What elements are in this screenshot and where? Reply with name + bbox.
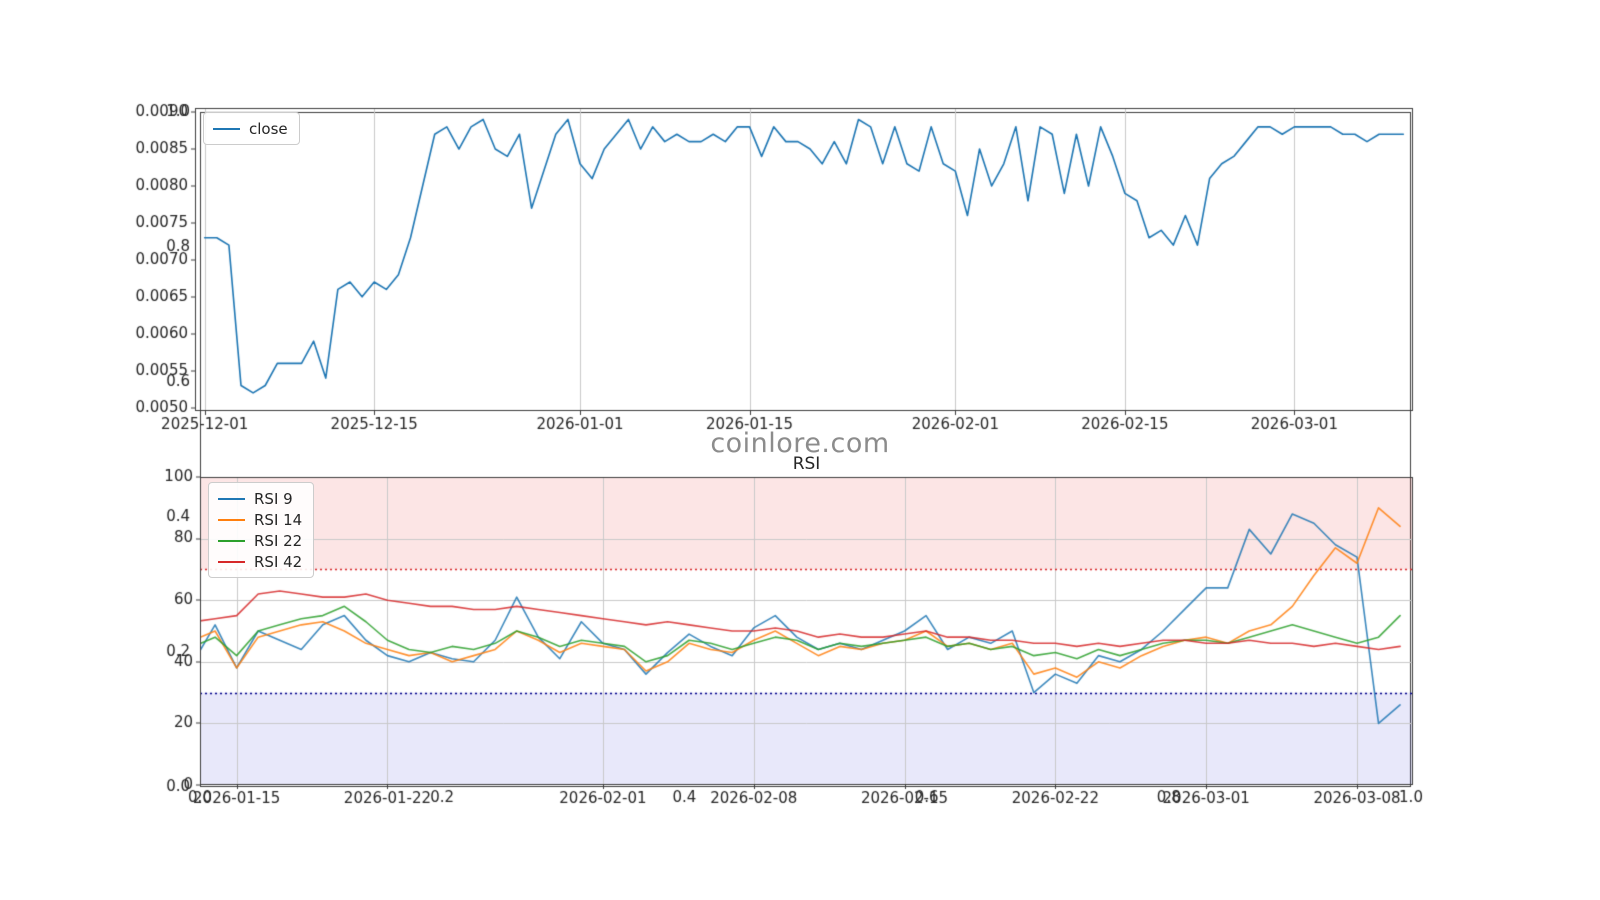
- legend-label: RSI 14: [254, 510, 303, 529]
- legend-line-swatch: [218, 518, 245, 521]
- legend-item-rsi-14: RSI 14: [218, 509, 302, 530]
- legend-item-rsi-22: RSI 22: [218, 530, 302, 551]
- legend-label: RSI 42: [254, 552, 303, 571]
- legend-line-swatch: [218, 560, 245, 563]
- legend-label: RSI 9: [254, 489, 293, 508]
- rsi-legend: RSI 9 RSI 14 RSI 22 RSI 42: [208, 482, 315, 578]
- legend-line-swatch: [218, 497, 245, 500]
- legend-line-swatch: [218, 539, 245, 542]
- watermark: coinlore.com: [710, 428, 890, 459]
- legend-label: RSI 22: [254, 531, 303, 550]
- legend-line-swatch: [213, 127, 240, 130]
- price-legend: close: [203, 112, 300, 145]
- legend-item-close: close: [213, 118, 288, 139]
- rsi-subplot-title: RSI: [792, 454, 821, 474]
- legend-item-rsi-42: RSI 42: [218, 551, 302, 572]
- legend-label: close: [249, 119, 288, 138]
- legend-item-rsi-9: RSI 9: [218, 488, 302, 509]
